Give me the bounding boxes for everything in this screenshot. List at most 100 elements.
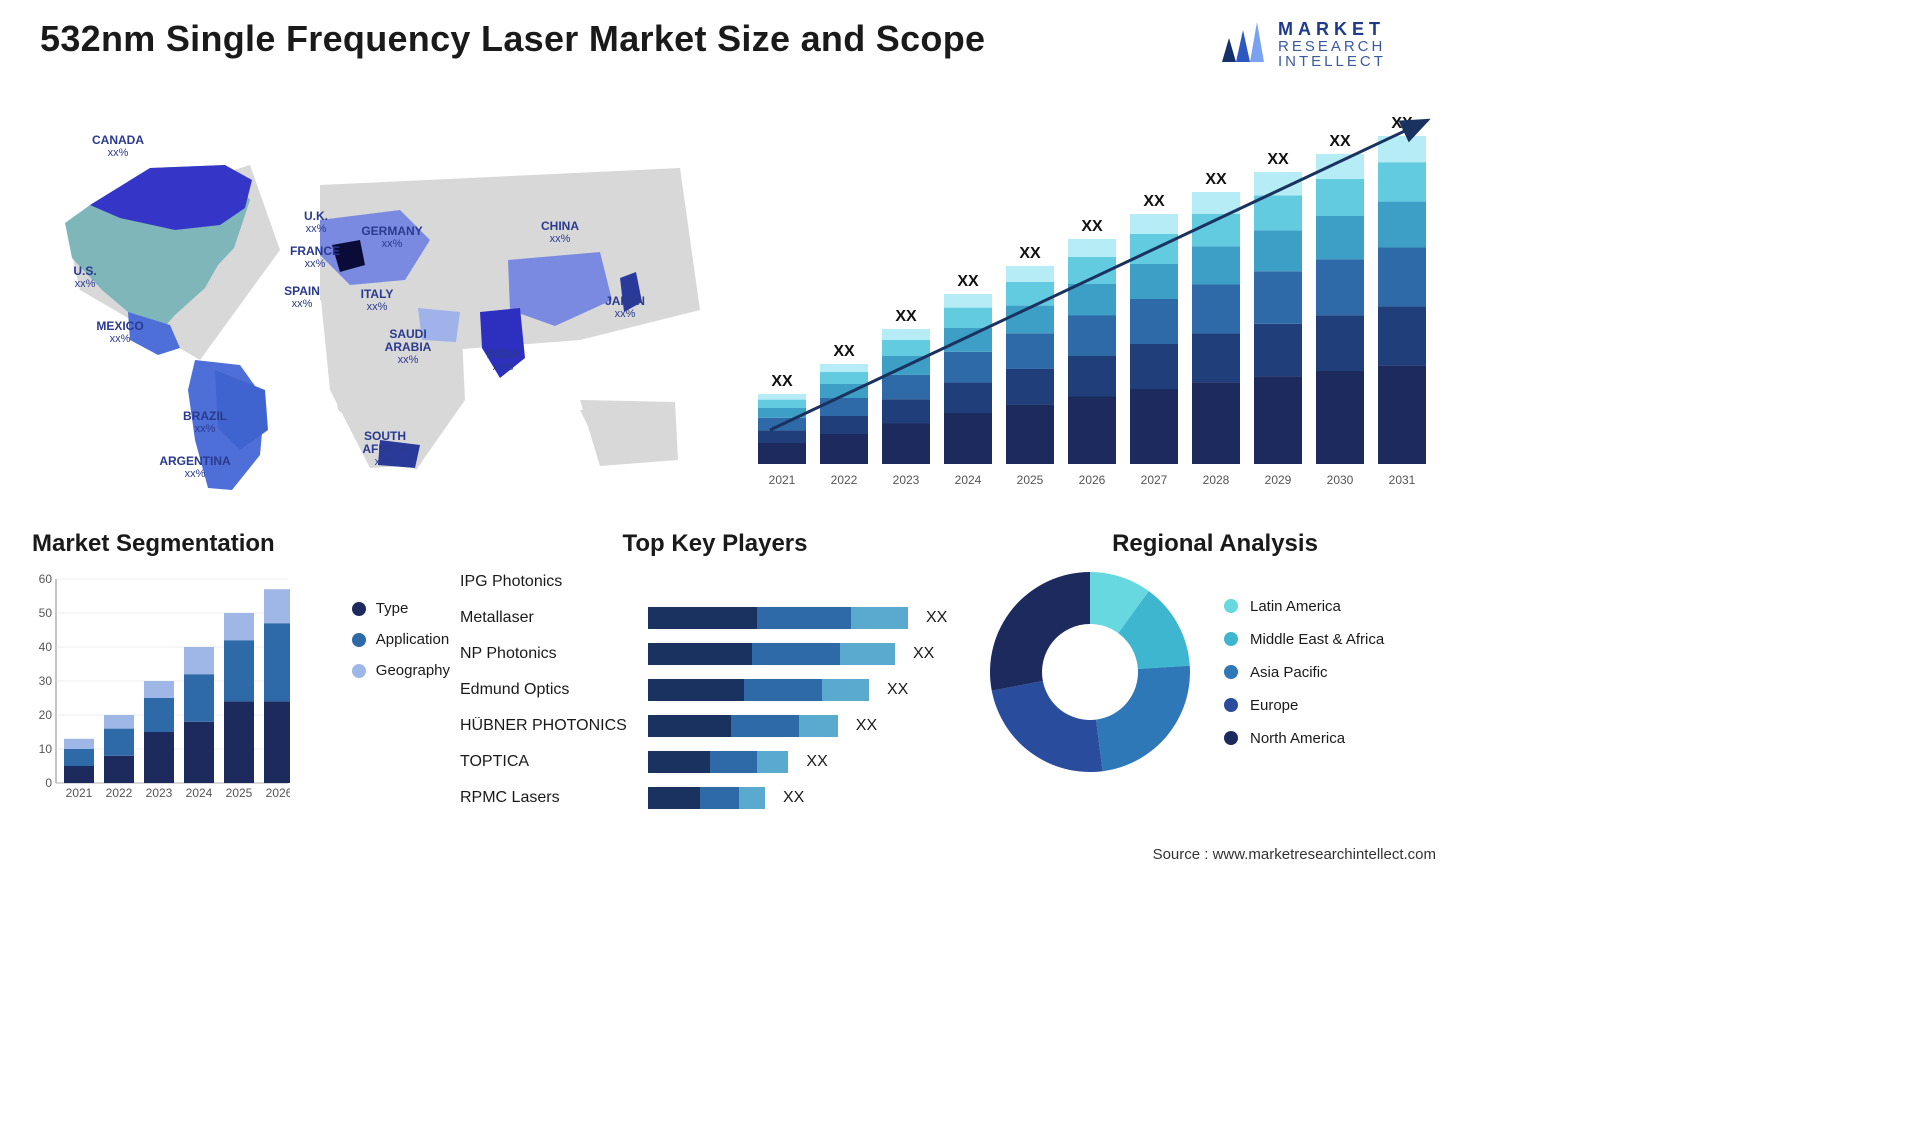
regional-legend-north-america: North America — [1224, 730, 1384, 747]
svg-text:2021: 2021 — [66, 786, 93, 800]
svg-text:2027: 2027 — [1141, 473, 1168, 487]
svg-text:60: 60 — [39, 572, 53, 586]
svg-text:XX: XX — [1205, 171, 1227, 188]
svg-text:2024: 2024 — [955, 473, 982, 487]
svg-text:10: 10 — [39, 742, 53, 756]
map-label-south-africa: SOUTH AFRICAxx% — [345, 430, 425, 468]
player-row-toptica: TOPTICA XX — [460, 744, 970, 780]
svg-text:40: 40 — [39, 640, 53, 654]
svg-text:XX: XX — [895, 308, 917, 325]
svg-text:XX: XX — [1267, 151, 1289, 168]
regional-legend-europe: Europe — [1224, 697, 1384, 714]
svg-text:2031: 2031 — [1389, 473, 1416, 487]
map-label-china: CHINAxx% — [520, 220, 600, 245]
player-bar — [648, 643, 895, 665]
player-value: XX — [783, 789, 804, 807]
regional-title: Regional Analysis — [980, 530, 1450, 558]
svg-text:2022: 2022 — [831, 473, 858, 487]
segmentation-legend: Type Application Geography — [352, 600, 450, 679]
seg-legend-geography: Geography — [352, 662, 450, 679]
svg-text:XX: XX — [957, 273, 979, 290]
svg-text:XX: XX — [1081, 218, 1103, 235]
player-value: XX — [926, 609, 947, 627]
map-label-argentina: ARGENTINAxx% — [155, 455, 235, 480]
player-bar — [648, 715, 838, 737]
player-label: NP Photonics — [460, 645, 640, 663]
map-label-italy: ITALYxx% — [337, 288, 417, 313]
svg-text:2028: 2028 — [1203, 473, 1230, 487]
map-label-u-k-: U.K.xx% — [276, 210, 356, 235]
player-bar — [648, 787, 765, 809]
svg-text:XX: XX — [1143, 193, 1165, 210]
logo-line1: MARKET — [1278, 20, 1386, 39]
regional-legend-latin-america: Latin America — [1224, 598, 1384, 615]
svg-text:20: 20 — [39, 708, 53, 722]
player-row-h-bner-photonics: HÜBNER PHOTONICS XX — [460, 708, 970, 744]
svg-text:2023: 2023 — [893, 473, 920, 487]
market-segmentation-panel: Market Segmentation 0 10 20 30 40 50 60 2021 202… — [30, 530, 445, 830]
segmentation-chart: 0 10 20 30 40 50 60 2021 2022 2023 2024 2025 2026 — [30, 564, 290, 804]
player-label: RPMC Lasers — [460, 789, 640, 807]
svg-text:2021: 2021 — [769, 473, 796, 487]
svg-text:XX: XX — [833, 343, 855, 360]
map-label-brazil: BRAZILxx% — [165, 410, 245, 435]
svg-text:2024: 2024 — [186, 786, 213, 800]
seg-legend-type: Type — [352, 600, 450, 617]
svg-text:XX: XX — [1019, 245, 1041, 262]
svg-text:2025: 2025 — [1017, 473, 1044, 487]
map-label-saudi-arabia: SAUDI ARABIAxx% — [368, 328, 448, 366]
logo-line3: INTELLECT — [1278, 54, 1386, 70]
svg-text:2030: 2030 — [1327, 473, 1354, 487]
regional-analysis-panel: Regional Analysis Latin America Middle Ea… — [980, 530, 1450, 830]
players-title: Top Key Players — [460, 530, 970, 558]
player-row-edmund-optics: Edmund Optics XX — [460, 672, 970, 708]
map-region-australia — [580, 408, 670, 462]
player-value: XX — [887, 681, 908, 699]
source-attribution: Source : www.marketresearchintellect.com — [1153, 846, 1436, 863]
donut-slice-europe — [992, 681, 1103, 772]
player-row-rpmc-lasers: RPMC Lasers XX — [460, 780, 970, 816]
svg-text:2022: 2022 — [106, 786, 133, 800]
player-value: XX — [856, 717, 877, 735]
player-label: Edmund Optics — [460, 681, 640, 699]
player-bar — [648, 751, 788, 773]
player-label: IPG Photonics — [460, 573, 640, 591]
player-row-ipg-photonics: IPG Photonics — [460, 564, 970, 600]
svg-text:2029: 2029 — [1265, 473, 1292, 487]
donut-slice-asia-pacific — [1096, 666, 1190, 771]
map-label-japan: JAPANxx% — [585, 295, 665, 320]
svg-text:0: 0 — [45, 776, 52, 790]
map-label-u-s-: U.S.xx% — [45, 265, 125, 290]
top-key-players-panel: Top Key Players IPG Photonics Metallaser X… — [460, 530, 970, 850]
svg-text:50: 50 — [39, 606, 53, 620]
svg-text:2026: 2026 — [266, 786, 290, 800]
player-bar — [648, 679, 869, 701]
map-label-mexico: MEXICOxx% — [80, 320, 160, 345]
player-label: Metallaser — [460, 609, 640, 627]
brand-logo: MARKET RESEARCH INTELLECT — [1216, 10, 1436, 80]
regional-legend: Latin America Middle East & Africa Asia Pa… — [1224, 598, 1384, 747]
regional-legend-middle-east-africa: Middle East & Africa — [1224, 631, 1384, 648]
page-title: 532nm Single Frequency Laser Market Size… — [40, 18, 985, 60]
growth-bar-chart: XX 2021 XX 2022 XX 2023 XX 2024 XX 2025 XX 2026 XX 20… — [740, 92, 1440, 492]
player-label: HÜBNER PHOTONICS — [460, 717, 640, 735]
player-label: TOPTICA — [460, 753, 640, 771]
map-label-spain: SPAINxx% — [262, 285, 342, 310]
player-row-np-photonics: NP PhotonicsXX — [460, 636, 970, 672]
regional-legend-asia-pacific: Asia Pacific — [1224, 664, 1384, 681]
svg-text:2023: 2023 — [146, 786, 173, 800]
svg-text:30: 30 — [39, 674, 53, 688]
player-bar — [648, 607, 908, 629]
donut-slice-north-america — [990, 572, 1090, 691]
segmentation-title: Market Segmentation — [32, 530, 445, 558]
logo-line2: RESEARCH — [1278, 39, 1386, 55]
player-row-metallaser: Metallaser XX — [460, 600, 970, 636]
player-value: XX — [806, 753, 827, 771]
svg-text:2026: 2026 — [1079, 473, 1106, 487]
map-label-france: FRANCExx% — [275, 245, 355, 270]
svg-text:XX: XX — [771, 373, 793, 390]
map-label-canada: CANADAxx% — [78, 134, 158, 159]
svg-text:2025: 2025 — [226, 786, 253, 800]
seg-legend-application: Application — [352, 631, 450, 648]
svg-text:XX: XX — [1329, 133, 1351, 150]
